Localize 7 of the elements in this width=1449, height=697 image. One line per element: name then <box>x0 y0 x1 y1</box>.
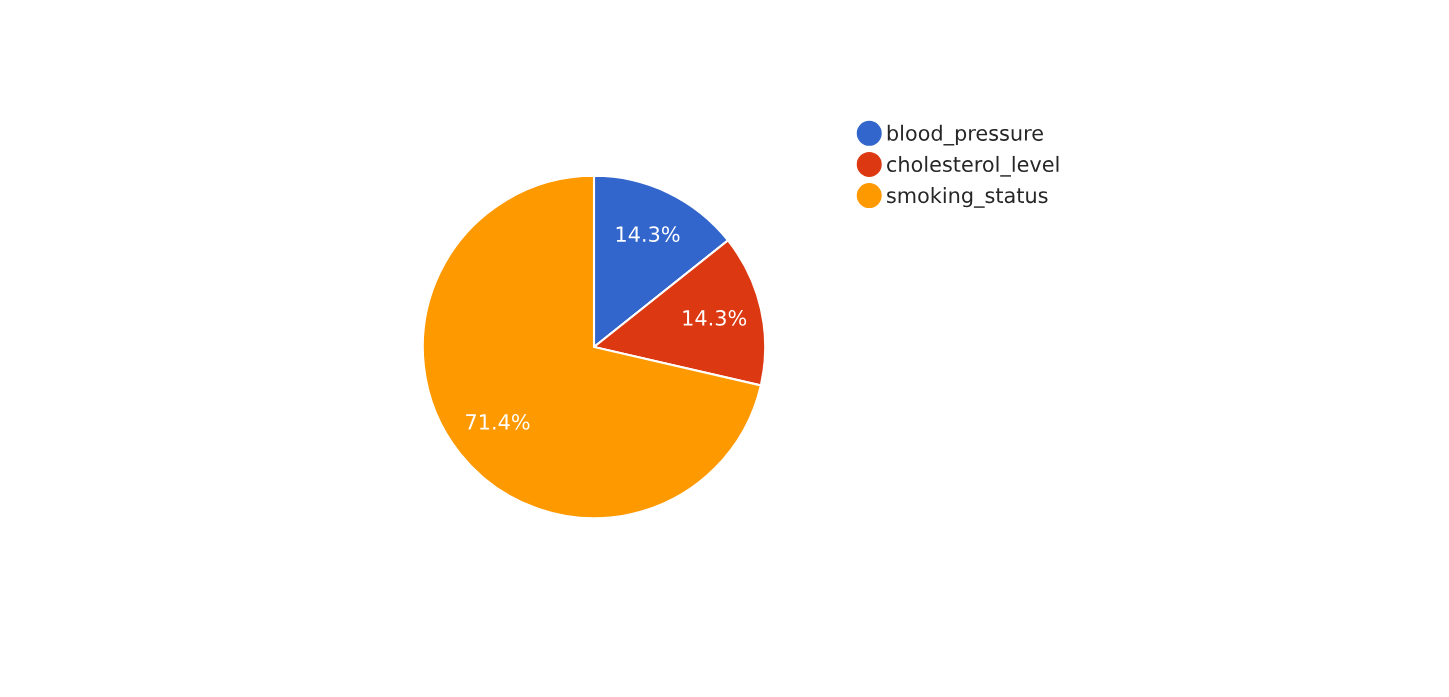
data-label: 14.3% <box>683 310 747 326</box>
pie-slice <box>421 174 762 520</box>
legend-label: blood_pressure <box>887 124 1043 146</box>
data-label: 71.4% <box>466 414 530 430</box>
data-label: 14.3% <box>616 226 680 243</box>
legend-label: cholesterol_level <box>887 155 1059 177</box>
legend-label: smoking_status <box>887 187 1048 208</box>
